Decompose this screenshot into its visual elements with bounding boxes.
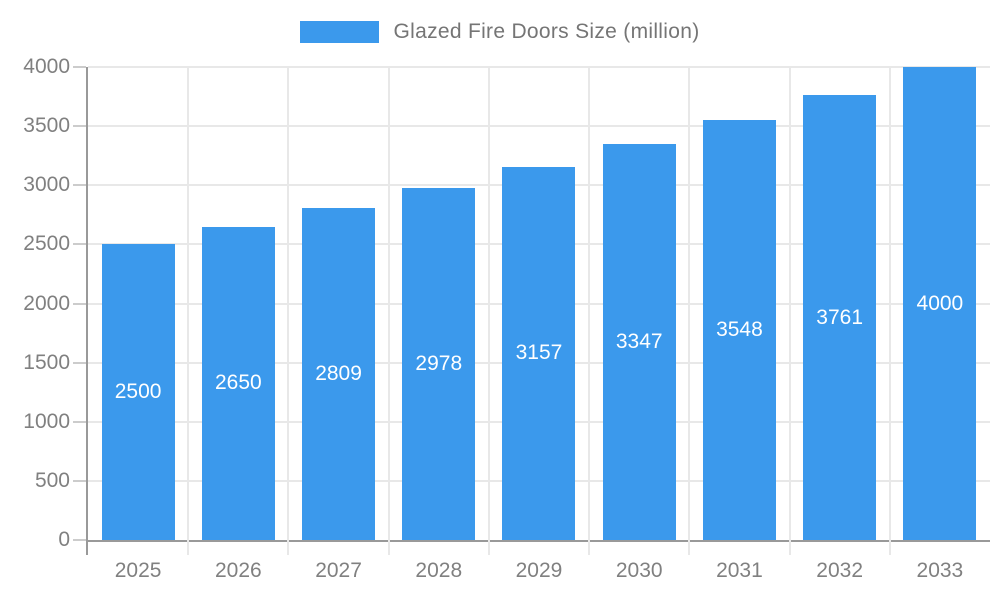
y-axis-line [86,67,88,555]
x-tick-label: 2031 [716,559,763,582]
h-gridline [88,66,990,68]
x-tick-label: 2029 [515,559,563,582]
v-gridline [187,67,190,555]
bar[interactable]: 2809 [302,207,376,540]
v-gridline [487,67,490,555]
h-gridline [88,125,990,128]
y-axis-tick [73,420,86,423]
bar-slot: 2809 [288,67,388,540]
bar-slot: 3548 [689,67,789,540]
x-tick-label: 2033 [916,559,964,582]
v-gridline [387,67,390,555]
y-tick-label: 4000 [23,55,70,78]
bar-value-label: 4000 [916,291,964,315]
bar[interactable]: 2650 [201,226,275,540]
x-tick-label: 2027 [315,559,362,582]
bar-value-label: 3157 [515,341,563,365]
x-tick-label: 2028 [415,559,463,582]
y-axis-tick [73,184,86,187]
y-axis-tick [73,243,86,246]
bar[interactable]: 3347 [602,144,676,540]
y-tick-label: 1000 [23,409,70,433]
y-tick-label: 3000 [23,173,70,197]
bar[interactable]: 4000 [903,67,977,540]
x-tick-label: 2026 [214,559,262,582]
x-axis-line [86,540,990,542]
bar[interactable]: 3548 [702,120,776,540]
bar-value-label: 2978 [415,351,463,375]
bar-value-label: 3761 [816,305,864,329]
y-axis-tick [73,539,86,541]
bar[interactable]: 3761 [803,95,877,540]
bar-slot: 3761 [790,67,890,540]
bar-value-label: 3347 [615,330,663,354]
v-gridline [588,67,591,555]
v-gridline [888,67,891,555]
legend-swatch [300,21,380,43]
y-tick-label: 2000 [23,291,70,315]
bar-slot: 2500 [88,67,188,540]
y-axis-tick [73,479,86,482]
y-tick-label: 500 [34,468,70,492]
x-tick-label: 2030 [615,559,663,582]
bar-slot: 3347 [589,67,689,540]
x-tick-label: 2032 [816,559,864,582]
v-gridline [287,67,290,555]
v-gridline [788,67,791,555]
bar-value-label: 3548 [716,318,763,342]
y-tick-label: 3500 [23,114,70,138]
bar-value-label: 2500 [114,380,162,404]
legend-label: Glazed Fire Doors Size (million) [393,20,700,43]
y-tick-label: 2500 [23,232,70,256]
x-tick-label: 2025 [114,559,162,582]
bar-slot: 3157 [489,67,589,540]
plot-area: 0 500 1000 1500 2000 2500 3000 3500 4000 2500 2650… [23,55,990,555]
bar[interactable]: 3157 [502,166,576,540]
bar[interactable]: 2500 [101,244,175,540]
bar-value-label: 2650 [214,371,262,395]
y-axis-tick [73,361,86,364]
bar-slot: 2978 [389,67,489,540]
legend: Glazed Fire Doors Size (million) [0,12,1000,52]
y-tick-label: 1500 [23,350,70,374]
y-axis-tick [73,302,86,305]
bar-value-label: 2809 [315,361,362,385]
bar-slot: 2650 [188,67,288,540]
y-axis-tick [73,66,86,68]
bar-slot: 4000 [890,67,990,540]
y-axis-tick [73,125,86,128]
y-tick-label: 0 [58,528,70,551]
bar[interactable]: 2978 [402,187,476,540]
v-gridline [688,67,691,555]
